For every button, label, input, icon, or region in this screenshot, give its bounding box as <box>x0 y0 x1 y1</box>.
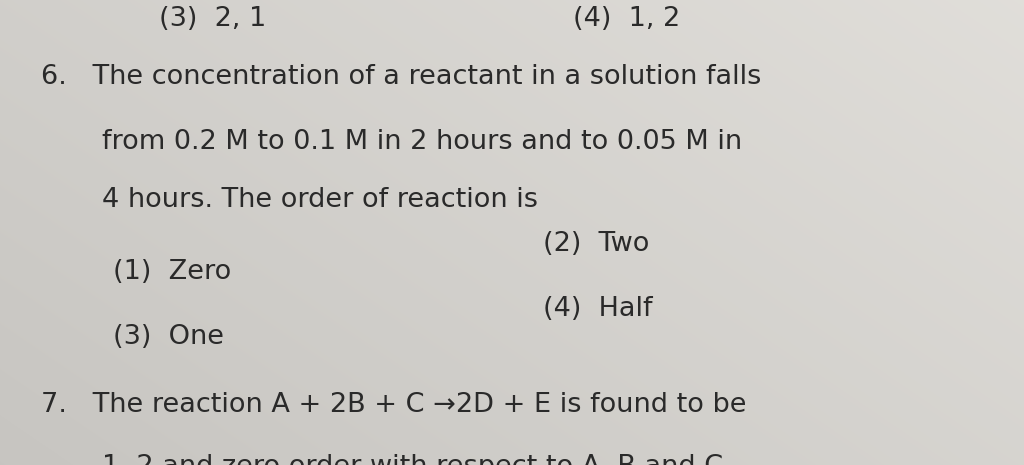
Text: 6.   The concentration of a reactant in a solution falls: 6. The concentration of a reactant in a … <box>41 64 761 90</box>
Text: (4)  Half: (4) Half <box>543 296 652 322</box>
Text: from 0.2 M to 0.1 M in 2 hours and to 0.05 M in: from 0.2 M to 0.1 M in 2 hours and to 0.… <box>102 129 742 155</box>
Text: (1)  Zero: (1) Zero <box>113 259 230 285</box>
Text: (2)  Two: (2) Two <box>543 231 649 257</box>
Text: (3)  2, 1: (3) 2, 1 <box>159 6 266 32</box>
Text: 1, 2 and zero order with respect to A, B and C: 1, 2 and zero order with respect to A, B… <box>102 454 724 465</box>
Text: 7.   The reaction A + 2B + C →2D + E is found to be: 7. The reaction A + 2B + C →2D + E is fo… <box>41 392 746 418</box>
Text: (4)  1, 2: (4) 1, 2 <box>573 6 681 32</box>
Text: (3)  One: (3) One <box>113 324 223 350</box>
Text: 4 hours. The order of reaction is: 4 hours. The order of reaction is <box>102 187 539 213</box>
